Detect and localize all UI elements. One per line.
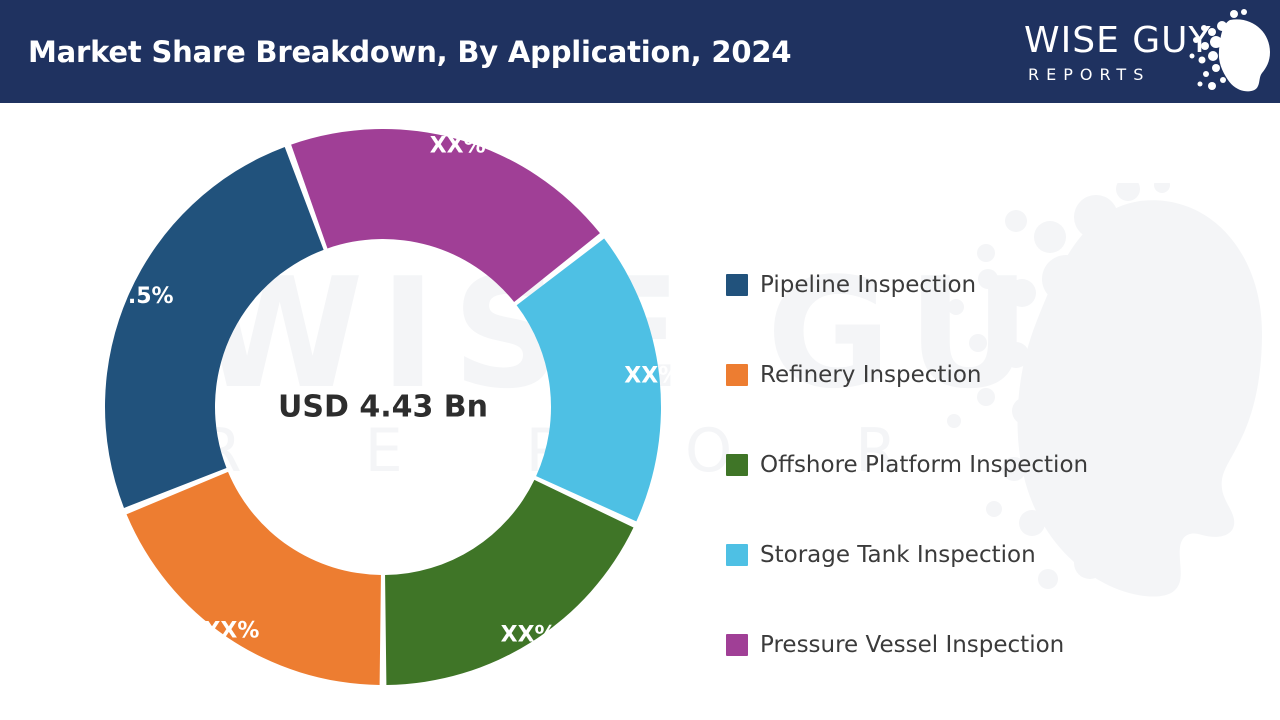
legend-swatch-icon	[726, 364, 748, 386]
donut-slice[interactable]	[516, 238, 661, 522]
legend-item-label: Offshore Platform Inspection	[760, 452, 1089, 478]
legend-item-label: Pressure Vessel Inspection	[760, 632, 1065, 658]
legend-item-pipeline-inspection[interactable]: Pipeline Inspection	[726, 240, 1246, 330]
donut-slice[interactable]	[104, 146, 324, 508]
svg-text:WISE GUY: WISE GUY	[1024, 20, 1212, 61]
legend-item-pressure-vessel-inspection[interactable]: Pressure Vessel Inspection	[726, 600, 1246, 690]
legend-item-label: Refinery Inspection	[760, 362, 982, 388]
donut-slice-label: XX%	[430, 133, 486, 158]
legend-item-storage-tank-inspection[interactable]: Storage Tank Inspection	[726, 510, 1246, 600]
donut-slice[interactable]	[126, 471, 381, 685]
donut-slice[interactable]	[291, 129, 600, 302]
chart-legend: Pipeline Inspection Refinery Inspection …	[726, 240, 1246, 690]
legend-item-label: Storage Tank Inspection	[760, 542, 1036, 568]
donut-slice[interactable]	[385, 479, 634, 685]
wise-guy-reports-logo: WISE GUY REPORTS	[1016, 6, 1274, 98]
donut-slice-label: XX%	[624, 363, 680, 388]
legend-swatch-icon	[726, 274, 748, 296]
donut-slice-label: XX%	[501, 623, 557, 648]
donut-slice-label: 25.5%	[97, 284, 173, 309]
legend-item-label: Pipeline Inspection	[760, 272, 977, 298]
page-header: Market Share Breakdown, By Application, …	[0, 0, 1280, 103]
donut-slice-label: XX%	[203, 619, 259, 644]
legend-item-refinery-inspection[interactable]: Refinery Inspection	[726, 330, 1246, 420]
legend-swatch-icon	[726, 454, 748, 476]
donut-chart: 25.5% XX% XX% XX% XX% USD 4.43 Bn	[0, 103, 700, 720]
legend-swatch-icon	[726, 544, 748, 566]
page-title: Market Share Breakdown, By Application, …	[28, 34, 792, 69]
donut-center-value: USD 4.43 Bn	[278, 389, 488, 425]
svg-text:REPORTS: REPORTS	[1028, 65, 1150, 84]
legend-swatch-icon	[726, 634, 748, 656]
donut-chart-svg: 25.5% XX% XX% XX% XX%	[97, 129, 680, 685]
legend-item-offshore-platform-inspection[interactable]: Offshore Platform Inspection	[726, 420, 1246, 510]
